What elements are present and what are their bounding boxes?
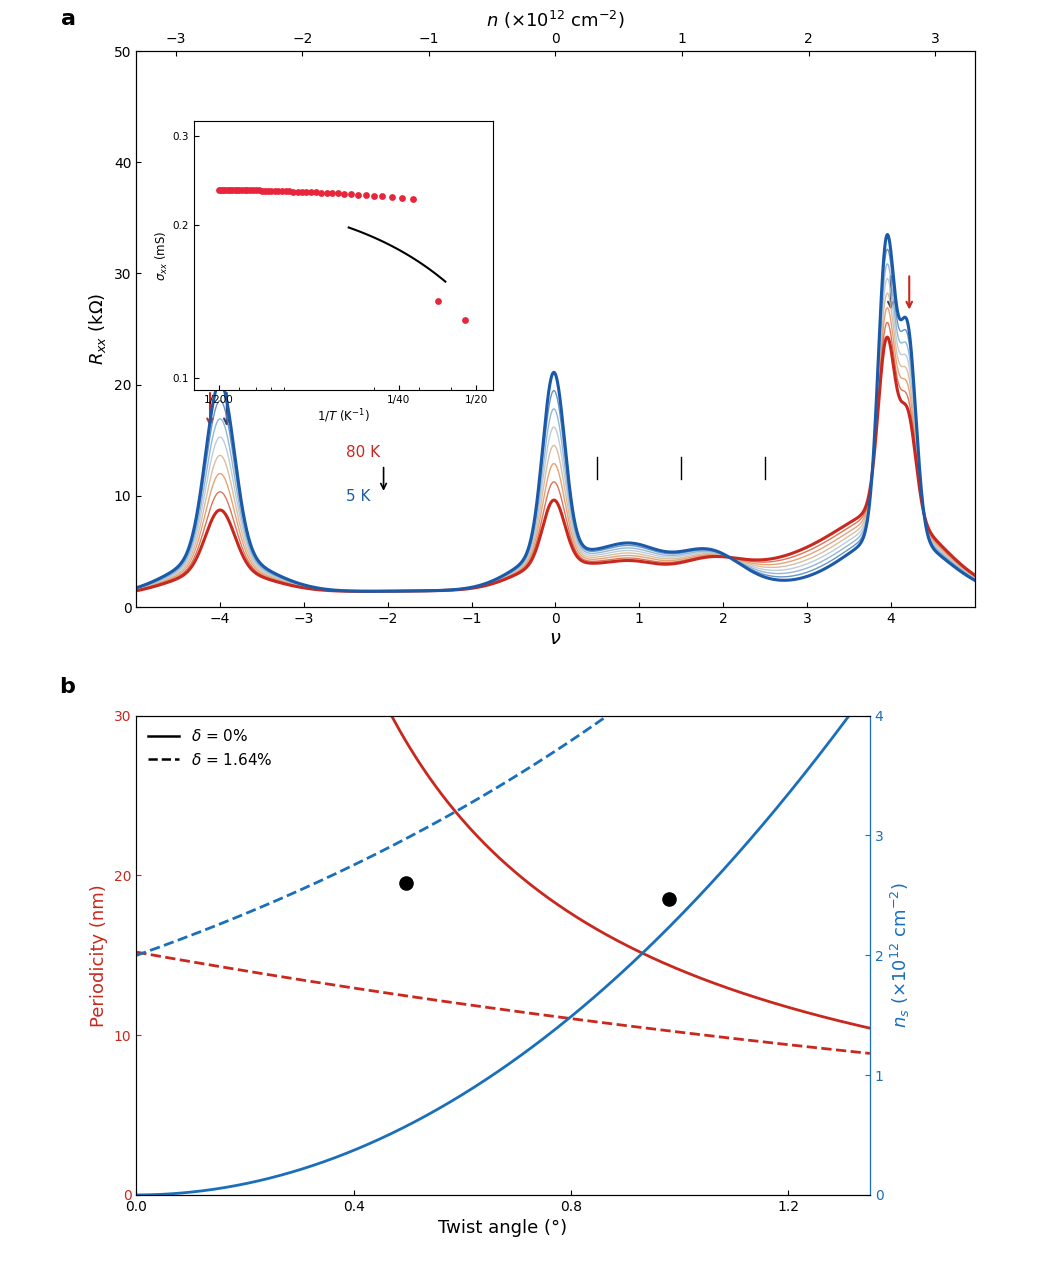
Y-axis label: $\sigma_{xx}$ (mS): $\sigma_{xx}$ (mS) bbox=[154, 230, 170, 281]
Point bbox=[247, 180, 264, 201]
Point bbox=[213, 179, 230, 199]
Point bbox=[366, 185, 383, 206]
X-axis label: $\nu$: $\nu$ bbox=[549, 629, 562, 648]
Point bbox=[298, 181, 314, 202]
Point bbox=[221, 180, 238, 201]
Point bbox=[289, 181, 306, 202]
Point bbox=[231, 180, 247, 201]
Point bbox=[226, 180, 243, 201]
Point bbox=[250, 180, 267, 201]
Point bbox=[260, 180, 277, 201]
Text: b: b bbox=[60, 676, 75, 697]
Point bbox=[257, 180, 274, 201]
X-axis label: Twist angle (°): Twist angle (°) bbox=[438, 1219, 568, 1237]
Point bbox=[394, 188, 411, 208]
Point bbox=[660, 889, 677, 910]
Point bbox=[293, 181, 310, 202]
Point bbox=[319, 183, 335, 203]
Point bbox=[324, 183, 341, 203]
Point bbox=[266, 180, 283, 201]
Point bbox=[219, 180, 236, 201]
Point bbox=[244, 180, 261, 201]
Text: 5 K: 5 K bbox=[346, 489, 370, 505]
Text: a: a bbox=[61, 9, 75, 29]
X-axis label: 1/$T$ (K$^{-1}$): 1/$T$ (K$^{-1}$) bbox=[316, 408, 370, 426]
Point bbox=[343, 184, 359, 204]
Point bbox=[274, 181, 290, 202]
Point bbox=[254, 180, 270, 201]
X-axis label: $n$ ($\times 10^{12}$ cm$^{-2}$): $n$ ($\times 10^{12}$ cm$^{-2}$) bbox=[486, 9, 625, 31]
Point bbox=[336, 184, 353, 204]
Point bbox=[234, 180, 250, 201]
Point bbox=[406, 189, 422, 210]
Point bbox=[308, 183, 325, 203]
Point bbox=[430, 290, 446, 311]
Point bbox=[457, 311, 474, 331]
Point bbox=[277, 181, 293, 202]
Point bbox=[397, 873, 414, 893]
Point bbox=[303, 181, 320, 202]
Point bbox=[215, 179, 232, 199]
Point bbox=[263, 180, 280, 201]
Y-axis label: $R_{xx}$ (k$\Omega$): $R_{xx}$ (k$\Omega$) bbox=[87, 293, 108, 366]
Point bbox=[228, 180, 245, 201]
Point bbox=[281, 181, 298, 202]
Point bbox=[384, 187, 400, 207]
Point bbox=[357, 185, 374, 206]
Point bbox=[217, 179, 234, 199]
Point bbox=[269, 180, 286, 201]
Point bbox=[330, 183, 347, 203]
Point bbox=[242, 180, 259, 201]
Point bbox=[224, 180, 241, 201]
Point bbox=[312, 183, 329, 203]
Point bbox=[211, 179, 227, 199]
Point bbox=[236, 180, 253, 201]
Text: 80 K: 80 K bbox=[346, 445, 380, 460]
Legend: $\delta$ = 0%, $\delta$ = 1.64%: $\delta$ = 0%, $\delta$ = 1.64% bbox=[144, 723, 278, 772]
Point bbox=[350, 184, 367, 204]
Y-axis label: Periodicity (nm): Periodicity (nm) bbox=[90, 884, 108, 1026]
Point bbox=[374, 187, 391, 207]
Y-axis label: $n_s$ ($\times 10^{12}$ cm$^{-2}$): $n_s$ ($\times 10^{12}$ cm$^{-2}$) bbox=[889, 882, 912, 1029]
Point bbox=[285, 181, 302, 202]
Point bbox=[239, 180, 256, 201]
